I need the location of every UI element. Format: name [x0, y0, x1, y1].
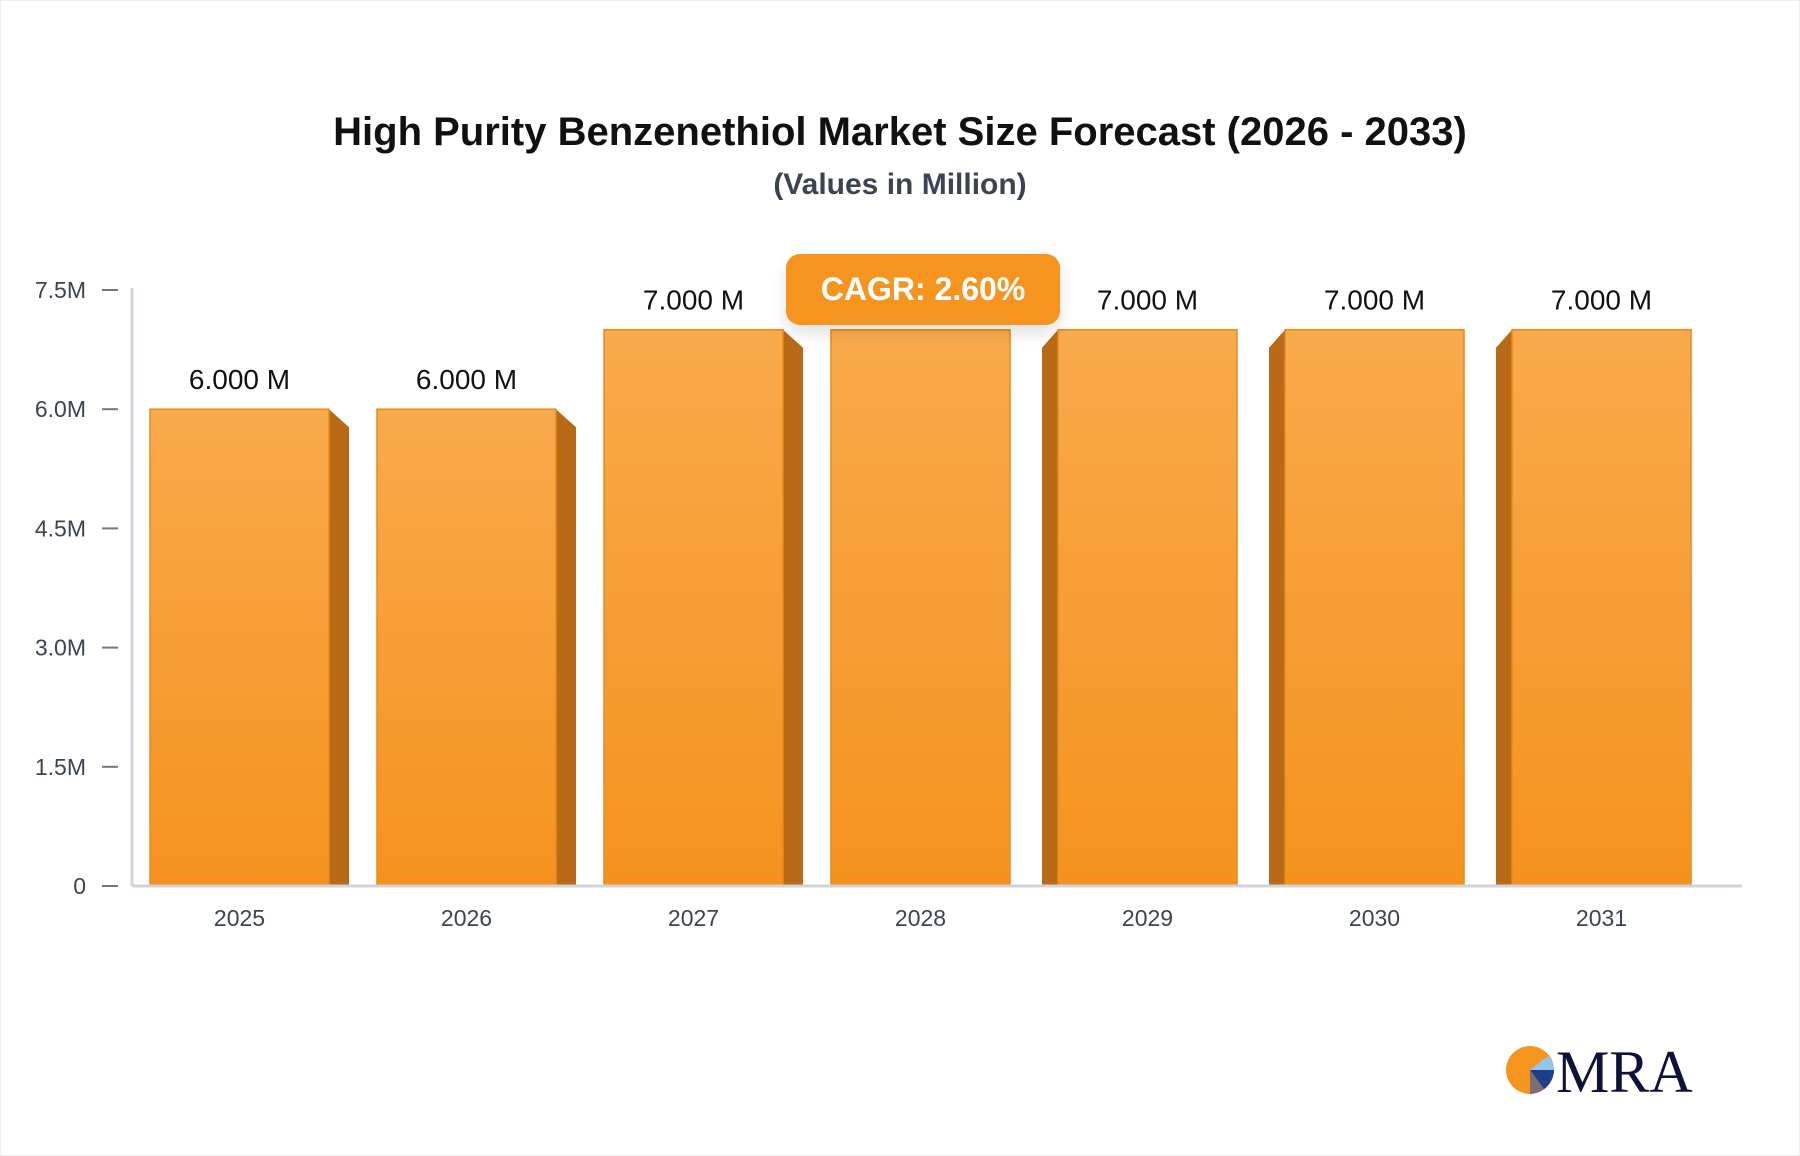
chart-title: High Purity Benzenethiol Market Size For… — [333, 110, 1467, 154]
x-tick-label: 2029 — [1122, 905, 1173, 931]
bar-2025 — [149, 408, 330, 887]
y-tick-label: 4.5M — [35, 515, 86, 541]
bar-2028 — [830, 328, 1011, 887]
y-tick-label: 7.5M — [35, 277, 86, 303]
data-label: 7.000 M — [1324, 285, 1425, 316]
bar-2027 — [603, 328, 784, 887]
bar-2030 — [1284, 328, 1465, 887]
bar-2026 — [376, 408, 557, 887]
data-label: 7.000 M — [643, 285, 744, 316]
x-tick-label: 2028 — [895, 905, 946, 931]
y-tick-label: 3.0M — [35, 635, 86, 661]
x-tick-label: 2026 — [441, 905, 492, 931]
y-tick-label: 1.5M — [35, 754, 86, 780]
bar-2031 — [1511, 328, 1692, 887]
bar-side — [1269, 329, 1285, 886]
svg-text:MRA: MRA — [1556, 1040, 1693, 1100]
bar-side — [783, 329, 803, 886]
data-label: 7.000 M — [1551, 285, 1652, 316]
x-tick-label: 2030 — [1349, 905, 1400, 931]
x-tick-label: 2031 — [1576, 905, 1627, 931]
data-label: 6.000 M — [189, 364, 290, 395]
bar-side — [329, 409, 349, 886]
mra-logo: MRA — [1506, 1040, 1693, 1100]
y-tick-label: 0 — [73, 873, 86, 899]
chart-subtitle: (Values in Million) — [773, 168, 1027, 201]
x-tick-label: 2025 — [214, 905, 265, 931]
bar-2029 — [1057, 328, 1238, 887]
y-tick-label: 6.0M — [35, 396, 86, 422]
data-label: 6.000 M — [416, 364, 517, 395]
data-label: 7.000 M — [1097, 285, 1198, 316]
bar-side — [556, 409, 576, 886]
cagr-badge: CAGR: 2.60% — [786, 254, 1060, 325]
bar-side — [1496, 329, 1512, 886]
x-tick-label: 2027 — [668, 905, 719, 931]
bar-side — [1042, 329, 1058, 886]
